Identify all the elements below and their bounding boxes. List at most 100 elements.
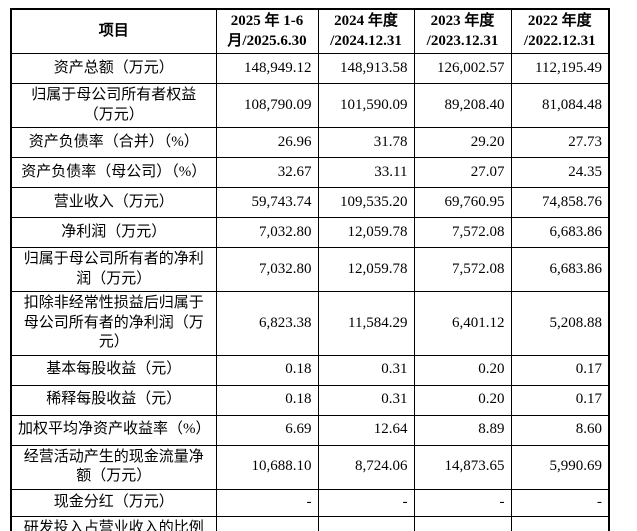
row-label-cell: 资产总额（万元） <box>10 53 217 84</box>
value-cell: 7,572.08 <box>413 217 512 248</box>
row-label-cell: 加权平均净资产收益率（%） <box>10 414 217 446</box>
value-cell: 148,949.12 <box>215 53 319 84</box>
row-label-cell: 现金分红（万元） <box>10 488 217 517</box>
value-cell: 24.35 <box>510 157 610 188</box>
value-cell: 5,990.69 <box>510 444 610 490</box>
value-cell: 31.78 <box>317 127 415 158</box>
value-cell: 14,873.65 <box>413 444 512 490</box>
value-cell: 112,195.49 <box>510 53 610 84</box>
value-cell: 2.95 <box>215 515 319 531</box>
value-cell: 6,683.86 <box>510 217 610 248</box>
row-label-cell: 资产负债率（合并）（%） <box>10 127 217 158</box>
row-label-cell: 稀释每股收益（元） <box>10 384 217 416</box>
value-cell: 27.73 <box>510 127 610 158</box>
value-cell: 0.17 <box>510 384 610 416</box>
value-cell: 6,401.12 <box>413 291 512 356</box>
table-row-revenue: 营业收入（万元） 59,743.74 109,535.20 69,760.95 … <box>10 187 610 218</box>
value-cell: - <box>510 488 610 517</box>
value-cell: 8,724.06 <box>317 444 415 490</box>
value-cell: 0.31 <box>317 354 415 386</box>
value-cell: 101,590.09 <box>317 83 415 128</box>
header-period-line: 2022 年度 <box>527 13 592 29</box>
table-row-net-profit: 净利润（万元） 7,032.80 12,059.78 7,572.08 6,68… <box>10 217 610 248</box>
row-label-cell: 归属于母公司所有者的净利润（万元） <box>10 247 217 292</box>
value-cell: 33.11 <box>317 157 415 188</box>
table-row-net-profit-parent: 归属于母公司所有者的净利润（万元） 7,032.80 12,059.78 7,5… <box>10 247 610 292</box>
header-cell-item: 项目 <box>10 8 217 54</box>
value-cell: 7,032.80 <box>215 247 319 292</box>
value-cell: 126,002.57 <box>413 53 512 84</box>
table-row-cash-dividend: 现金分红（万元） - - - - <box>10 488 610 517</box>
value-cell: 0.17 <box>510 354 610 386</box>
header-period-line: 2025 年 1-6 <box>230 13 304 29</box>
value-cell: 4.67 <box>510 515 610 531</box>
header-cell-period-2022: 2022 年度 /2022.12.31 <box>510 8 610 54</box>
row-label-cell: 归属于母公司所有者权益（万元） <box>10 83 217 128</box>
value-cell: 4.29 <box>413 515 512 531</box>
row-label-cell: 研发投入占营业收入的比例（%） <box>10 515 217 531</box>
header-period-line: 月/2025.6.30 <box>227 32 307 49</box>
value-cell: 5,208.88 <box>510 291 610 356</box>
value-cell: 89,208.40 <box>413 83 512 128</box>
value-cell: 12.64 <box>317 414 415 446</box>
value-cell: - <box>317 488 415 517</box>
value-cell: 7,572.08 <box>413 247 512 292</box>
value-cell: - <box>413 488 512 517</box>
header-period-line: /2023.12.31 <box>426 32 499 49</box>
row-label-cell: 资产负债率（母公司）（%） <box>10 157 217 188</box>
value-cell: 0.20 <box>413 354 512 386</box>
value-cell: 0.18 <box>215 384 319 416</box>
value-cell: 74,858.76 <box>510 187 610 218</box>
value-cell: 3.19 <box>317 515 415 531</box>
row-label-cell: 经营活动产生的现金流量净额（万元） <box>10 444 217 490</box>
value-cell: 8.89 <box>413 414 512 446</box>
value-cell: 10,688.10 <box>215 444 319 490</box>
value-cell: 59,743.74 <box>215 187 319 218</box>
value-cell: 6,683.86 <box>510 247 610 292</box>
value-cell: 0.18 <box>215 354 319 386</box>
value-cell: - <box>215 488 319 517</box>
value-cell: 12,059.78 <box>317 247 415 292</box>
row-label-cell: 基本每股收益（元） <box>10 354 217 386</box>
header-period-line: 2023 年度 <box>430 13 495 29</box>
financial-summary-table: 项目 2025 年 1-6 月/2025.6.30 2024 年度 /2024.… <box>10 8 610 531</box>
value-cell: 0.20 <box>413 384 512 416</box>
header-cell-period-2023: 2023 年度 /2023.12.31 <box>413 8 512 54</box>
value-cell: 109,535.20 <box>317 187 415 218</box>
header-period-line: /2022.12.31 <box>523 32 596 49</box>
value-cell: 81,084.48 <box>510 83 610 128</box>
value-cell: 6,823.38 <box>215 291 319 356</box>
header-row: 项目 2025 年 1-6 月/2025.6.30 2024 年度 /2024.… <box>10 8 610 54</box>
table-row-total-assets: 资产总额（万元） 148,949.12 148,913.58 126,002.5… <box>10 53 610 84</box>
value-cell: 29.20 <box>413 127 512 158</box>
row-label-cell: 营业收入（万元） <box>10 187 217 218</box>
value-cell: 69,760.95 <box>413 187 512 218</box>
table-row-operating-cash-flow: 经营活动产生的现金流量净额（万元） 10,688.10 8,724.06 14,… <box>10 444 610 490</box>
row-label-cell: 净利润（万元） <box>10 217 217 248</box>
table-row-rd-ratio: 研发投入占营业收入的比例（%） 2.95 3.19 4.29 4.67 <box>10 515 610 531</box>
value-cell: 11,584.29 <box>317 291 415 356</box>
table-row-diluted-eps: 稀释每股收益（元） 0.18 0.31 0.20 0.17 <box>10 384 610 416</box>
value-cell: 8.60 <box>510 414 610 446</box>
header-period-line: 2024 年度 <box>334 13 398 29</box>
table-row-net-profit-excl-nonrecurring: 扣除非经常性损益后归属于母公司所有者的净利润（万元） 6,823.38 11,5… <box>10 291 610 356</box>
header-cell-period-2025: 2025 年 1-6 月/2025.6.30 <box>215 8 319 54</box>
value-cell: 6.69 <box>215 414 319 446</box>
value-cell: 108,790.09 <box>215 83 319 128</box>
value-cell: 12,059.78 <box>317 217 415 248</box>
value-cell: 27.07 <box>413 157 512 188</box>
value-cell: 0.31 <box>317 384 415 416</box>
row-label-cell: 扣除非经常性损益后归属于母公司所有者的净利润（万元） <box>10 291 217 356</box>
header-period-line: /2024.12.31 <box>330 32 402 49</box>
value-cell: 7,032.80 <box>215 217 319 248</box>
table-row-basic-eps: 基本每股收益（元） 0.18 0.31 0.20 0.17 <box>10 354 610 386</box>
table-row-parent-equity: 归属于母公司所有者权益（万元） 108,790.09 101,590.09 89… <box>10 83 610 128</box>
header-item-label: 项目 <box>98 22 129 39</box>
table-row-debt-ratio-parent: 资产负债率（母公司）（%） 32.67 33.11 27.07 24.35 <box>10 157 610 188</box>
table-row-weighted-roe: 加权平均净资产收益率（%） 6.69 12.64 8.89 8.60 <box>10 414 610 446</box>
table-row-debt-ratio-consolidated: 资产负债率（合并）（%） 26.96 31.78 29.20 27.73 <box>10 127 610 158</box>
value-cell: 148,913.58 <box>317 53 415 84</box>
header-cell-period-2024: 2024 年度 /2024.12.31 <box>317 8 415 54</box>
value-cell: 26.96 <box>215 127 319 158</box>
